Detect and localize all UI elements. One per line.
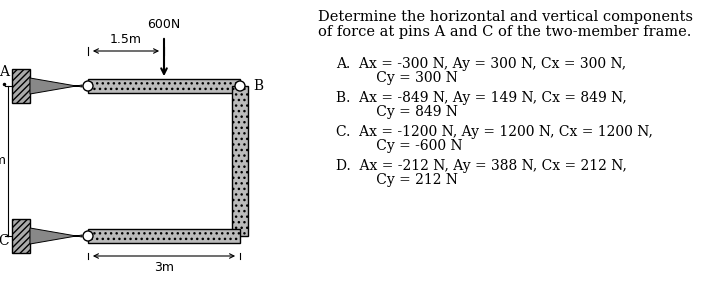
Text: C.  Ax = -1200 N, Ay = 1200 N, Cx = 1200 N,: C. Ax = -1200 N, Ay = 1200 N, Cx = 1200 …	[336, 125, 653, 139]
Text: Cy = 849 N: Cy = 849 N	[350, 105, 458, 119]
Bar	[12, 219, 30, 253]
Text: D.  Ax = -212 N, Ay = 388 N, Cx = 212 N,: D. Ax = -212 N, Ay = 388 N, Cx = 212 N,	[336, 159, 627, 173]
Text: C: C	[0, 234, 9, 248]
Text: Cy = 212 N: Cy = 212 N	[350, 173, 458, 187]
Circle shape	[235, 81, 245, 91]
Text: B.  Ax = -849 N, Ay = 149 N, Cx = 849 N,: B. Ax = -849 N, Ay = 149 N, Cx = 849 N,	[336, 91, 627, 105]
Text: 600N: 600N	[147, 18, 181, 31]
Text: B: B	[253, 79, 263, 93]
Bar	[88, 229, 240, 243]
Text: Cy = 300 N: Cy = 300 N	[350, 71, 458, 85]
Text: 3m: 3m	[154, 261, 174, 274]
Bar	[12, 69, 30, 103]
Polygon shape	[30, 228, 82, 244]
Bar	[232, 86, 248, 236]
Polygon shape	[30, 78, 82, 94]
Text: 3m: 3m	[0, 155, 6, 167]
Circle shape	[83, 81, 93, 91]
Text: Determine the horizontal and vertical components: Determine the horizontal and vertical co…	[318, 10, 693, 24]
Text: A.  Ax = -300 N, Ay = 300 N, Cx = 300 N,: A. Ax = -300 N, Ay = 300 N, Cx = 300 N,	[336, 57, 626, 71]
Circle shape	[83, 231, 93, 241]
Text: Cy = -600 N: Cy = -600 N	[350, 139, 463, 153]
Text: A: A	[0, 65, 9, 79]
Text: 1.5m: 1.5m	[110, 33, 142, 46]
Text: of force at pins A and C of the two-member frame.: of force at pins A and C of the two-memb…	[318, 25, 691, 39]
Bar	[88, 79, 240, 93]
